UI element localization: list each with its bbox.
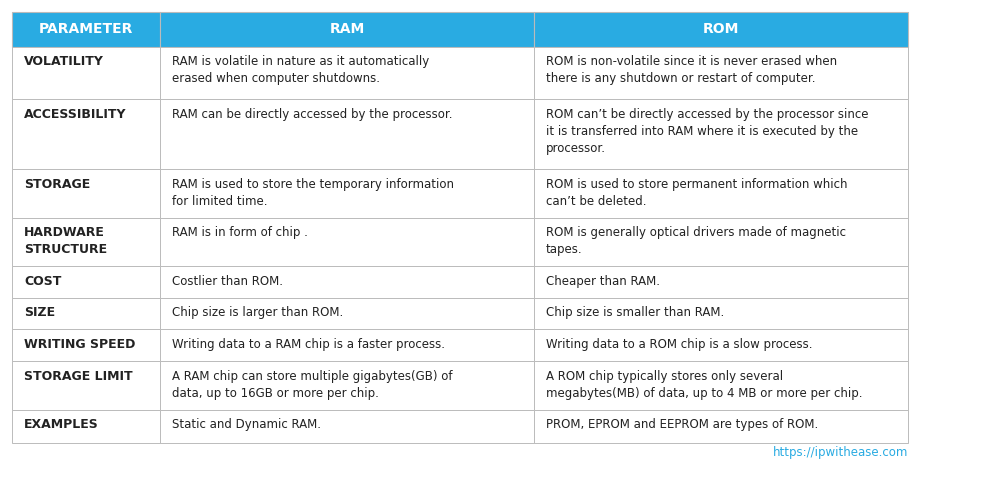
Text: ROM is generally optical drivers made of magnetic
tapes.: ROM is generally optical drivers made of… xyxy=(546,226,846,256)
Bar xyxy=(534,330,908,361)
Bar xyxy=(534,361,908,410)
Bar xyxy=(160,298,534,330)
Bar xyxy=(12,361,160,410)
Bar xyxy=(534,217,908,266)
Bar xyxy=(12,217,160,266)
Text: ROM is used to store permanent information which
can’t be deleted.: ROM is used to store permanent informati… xyxy=(546,178,848,208)
Text: Chip size is smaller than RAM.: Chip size is smaller than RAM. xyxy=(546,307,724,320)
Bar xyxy=(534,410,908,443)
Bar xyxy=(160,330,534,361)
Text: Writing data to a RAM chip is a faster process.: Writing data to a RAM chip is a faster p… xyxy=(172,338,445,351)
Text: A RAM chip can store multiple gigabytes(GB) of
data, up to 16GB or more per chip: A RAM chip can store multiple gigabytes(… xyxy=(172,370,452,400)
Text: PARAMETER: PARAMETER xyxy=(39,22,133,36)
Text: EXAMPLES: EXAMPLES xyxy=(24,418,99,431)
Text: Writing data to a ROM chip is a slow process.: Writing data to a ROM chip is a slow pro… xyxy=(546,338,812,351)
Text: RAM is volatile in nature as it automatically
erased when computer shutdowns.: RAM is volatile in nature as it automati… xyxy=(172,55,429,85)
Bar xyxy=(12,169,160,217)
Text: Chip size is larger than ROM.: Chip size is larger than ROM. xyxy=(172,307,343,320)
Bar xyxy=(12,298,160,330)
Bar xyxy=(12,47,160,99)
Text: STORAGE LIMIT: STORAGE LIMIT xyxy=(24,370,133,383)
Bar xyxy=(12,99,160,169)
Text: RAM: RAM xyxy=(329,22,365,36)
Bar xyxy=(12,12,160,47)
Text: Cheaper than RAM.: Cheaper than RAM. xyxy=(546,275,660,288)
Bar xyxy=(534,47,908,99)
Text: RAM is used to store the temporary information
for limited time.: RAM is used to store the temporary infor… xyxy=(172,178,454,208)
Bar xyxy=(12,330,160,361)
Bar xyxy=(534,266,908,298)
Text: RAM is in form of chip .: RAM is in form of chip . xyxy=(172,226,308,239)
Text: WRITING SPEED: WRITING SPEED xyxy=(24,338,135,351)
Bar xyxy=(160,12,534,47)
Bar xyxy=(160,47,534,99)
Text: PROM, EPROM and EEPROM are types of ROM.: PROM, EPROM and EEPROM are types of ROM. xyxy=(546,418,818,431)
Bar xyxy=(12,266,160,298)
Text: ACCESSIBILITY: ACCESSIBILITY xyxy=(24,108,126,121)
Bar xyxy=(12,410,160,443)
Bar xyxy=(534,298,908,330)
Text: STORAGE: STORAGE xyxy=(24,178,90,191)
Text: VOLATILITY: VOLATILITY xyxy=(24,55,104,68)
Bar xyxy=(160,99,534,169)
Bar xyxy=(160,169,534,217)
Text: https://ipwithease.com: https://ipwithease.com xyxy=(773,446,908,459)
Text: ROM can’t be directly accessed by the processor since
it is transferred into RAM: ROM can’t be directly accessed by the pr… xyxy=(546,108,868,155)
Bar xyxy=(160,361,534,410)
Text: Costlier than ROM.: Costlier than ROM. xyxy=(172,275,283,288)
Text: ROM: ROM xyxy=(703,22,739,36)
Bar xyxy=(534,12,908,47)
Text: A ROM chip typically stores only several
megabytes(MB) of data, up to 4 MB or mo: A ROM chip typically stores only several… xyxy=(546,370,862,400)
Bar xyxy=(160,410,534,443)
Text: ROM is non-volatile since it is never erased when
there is any shutdown or resta: ROM is non-volatile since it is never er… xyxy=(546,55,837,85)
Text: Static and Dynamic RAM.: Static and Dynamic RAM. xyxy=(172,418,321,431)
Bar xyxy=(534,99,908,169)
Bar xyxy=(160,266,534,298)
Text: COST: COST xyxy=(24,275,61,288)
Text: SIZE: SIZE xyxy=(24,307,55,320)
Text: RAM can be directly accessed by the processor.: RAM can be directly accessed by the proc… xyxy=(172,108,452,121)
Text: HARDWARE
STRUCTURE: HARDWARE STRUCTURE xyxy=(24,226,107,256)
Bar xyxy=(160,217,534,266)
Bar xyxy=(534,169,908,217)
